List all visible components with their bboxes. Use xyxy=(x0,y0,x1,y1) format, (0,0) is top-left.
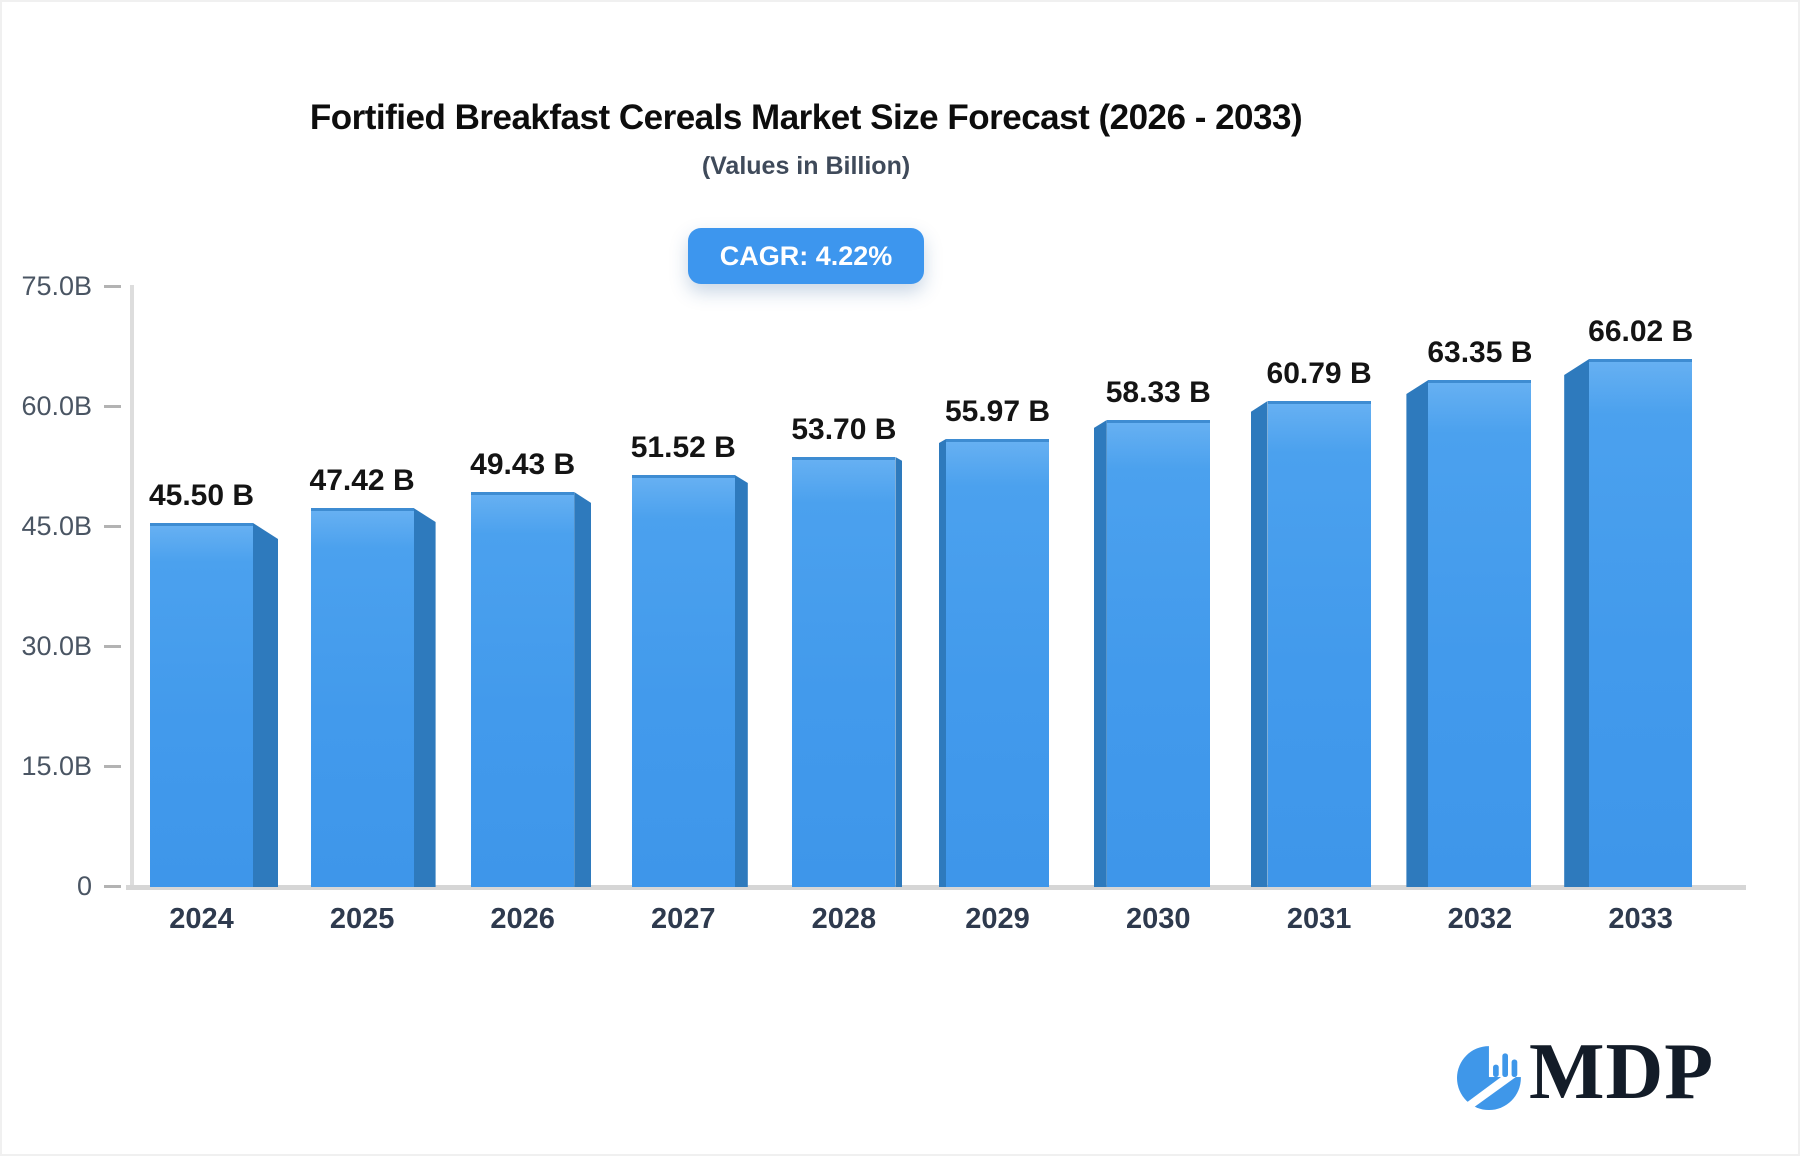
cagr-badge-label: CAGR: 4.22% xyxy=(719,240,893,271)
y-axis-label: 15.0B xyxy=(21,751,92,781)
bar-side-face xyxy=(1250,401,1268,887)
bar-value-label: 63.35 B xyxy=(1427,336,1533,369)
brand-logo-text: MDP xyxy=(1529,1028,1715,1116)
bar-side-face xyxy=(1093,420,1107,887)
bar-2027 xyxy=(631,475,735,887)
x-axis-label: 2030 xyxy=(1126,903,1191,935)
x-axis-label: 2024 xyxy=(169,903,234,935)
bar-side-face xyxy=(734,475,748,887)
y-axis-tick xyxy=(104,765,121,768)
y-axis-tick xyxy=(104,885,121,888)
bar-2026 xyxy=(471,492,575,887)
x-axis-label: 2028 xyxy=(811,903,877,935)
bar-2032 xyxy=(1428,380,1532,887)
y-axis-tick xyxy=(104,645,121,648)
bar-value-label: 51.52 B xyxy=(630,431,736,464)
y-axis-label: 60.0B xyxy=(21,391,92,421)
bar-2031 xyxy=(1267,401,1371,887)
bar-side-face xyxy=(1564,359,1590,887)
y-axis-label: 30.0B xyxy=(21,631,92,661)
chart-subtitle: (Values in Billion) xyxy=(701,152,911,180)
pie-bar-chart-icon xyxy=(1457,1042,1525,1110)
bar-side-face xyxy=(1406,380,1429,887)
x-axis-label: 2031 xyxy=(1286,903,1352,935)
bar-side-face xyxy=(253,523,278,887)
bar-side-face xyxy=(939,439,946,887)
y-axis-tick xyxy=(104,525,121,528)
x-axis-label: 2025 xyxy=(329,903,395,935)
x-axis-label: 2027 xyxy=(651,903,716,935)
bar-value-label: 47.42 B xyxy=(309,464,415,497)
bar-2025 xyxy=(310,508,414,887)
bar-side-face xyxy=(574,492,592,887)
bar-value-label: 58.33 B xyxy=(1105,376,1211,409)
x-axis-label: 2029 xyxy=(965,903,1030,935)
bar-value-label: 55.97 B xyxy=(944,395,1051,428)
y-axis-label: 45.0B xyxy=(21,511,92,541)
x-axis-label: 2033 xyxy=(1608,903,1673,935)
bar-side-face xyxy=(413,508,436,887)
bar-value-label: 53.70 B xyxy=(791,413,897,446)
x-axis-label: 2026 xyxy=(490,903,555,935)
y-axis-label: 0 xyxy=(76,871,92,901)
y-axis-tick xyxy=(104,285,121,288)
bar-value-label: 60.79 B xyxy=(1266,357,1372,390)
bar-2024 xyxy=(150,523,253,887)
y-axis-line xyxy=(130,285,134,887)
bar-value-label: 49.43 B xyxy=(470,448,576,481)
brand-logo: MDP xyxy=(1457,1032,1767,1116)
cagr-badge: CAGR: 4.22% xyxy=(688,228,924,284)
bar-2030 xyxy=(1106,420,1210,887)
x-axis-label: 2032 xyxy=(1447,903,1513,935)
bar-value-label: 45.50 B xyxy=(148,479,255,512)
bar-2033 xyxy=(1589,359,1693,887)
bar-side-face xyxy=(895,457,903,887)
y-axis-tick xyxy=(104,405,121,408)
y-axis-label: 75.0B xyxy=(21,271,92,301)
bar-2028 xyxy=(792,457,896,887)
x-axis-baseline xyxy=(126,885,1746,890)
bar-value-label: 66.02 B xyxy=(1588,315,1694,348)
chart-title: Fortified Breakfast Cereals Market Size … xyxy=(309,98,1303,137)
bar-2029 xyxy=(946,439,1049,887)
